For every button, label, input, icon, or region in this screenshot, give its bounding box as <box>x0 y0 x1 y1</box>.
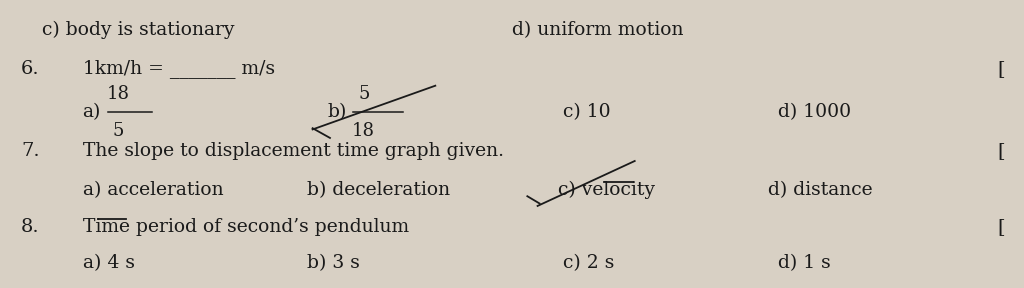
Text: 5: 5 <box>113 122 124 140</box>
Text: d) uniform motion: d) uniform motion <box>512 21 683 39</box>
Text: a): a) <box>83 103 101 122</box>
Text: b) deceleration: b) deceleration <box>307 181 451 199</box>
Text: 7.: 7. <box>22 142 40 160</box>
Text: [: [ <box>997 60 1006 78</box>
Text: c) 2 s: c) 2 s <box>563 254 614 272</box>
Text: Time period of second’s pendulum: Time period of second’s pendulum <box>83 217 409 236</box>
Text: [: [ <box>997 142 1006 160</box>
Text: d) distance: d) distance <box>768 181 872 199</box>
Text: 8.: 8. <box>22 217 40 236</box>
Text: 18: 18 <box>106 85 130 103</box>
Text: 6.: 6. <box>22 60 40 78</box>
Text: 18: 18 <box>352 122 375 140</box>
Text: The slope to displacement time graph given.: The slope to displacement time graph giv… <box>83 142 504 160</box>
Text: b): b) <box>328 103 347 122</box>
Text: d) 1000: d) 1000 <box>778 103 851 122</box>
Text: 5: 5 <box>358 85 370 103</box>
Text: d) 1 s: d) 1 s <box>778 254 830 272</box>
Text: c) velocity: c) velocity <box>558 181 655 199</box>
Text: a) 4 s: a) 4 s <box>83 254 134 272</box>
Text: a) acceleration: a) acceleration <box>83 181 223 199</box>
Text: c) 10: c) 10 <box>563 103 610 122</box>
Text: 1km/h = _______ m/s: 1km/h = _______ m/s <box>83 59 274 78</box>
Text: b) 3 s: b) 3 s <box>307 254 360 272</box>
Text: [: [ <box>997 217 1006 236</box>
Text: c) body is stationary: c) body is stationary <box>42 21 234 39</box>
